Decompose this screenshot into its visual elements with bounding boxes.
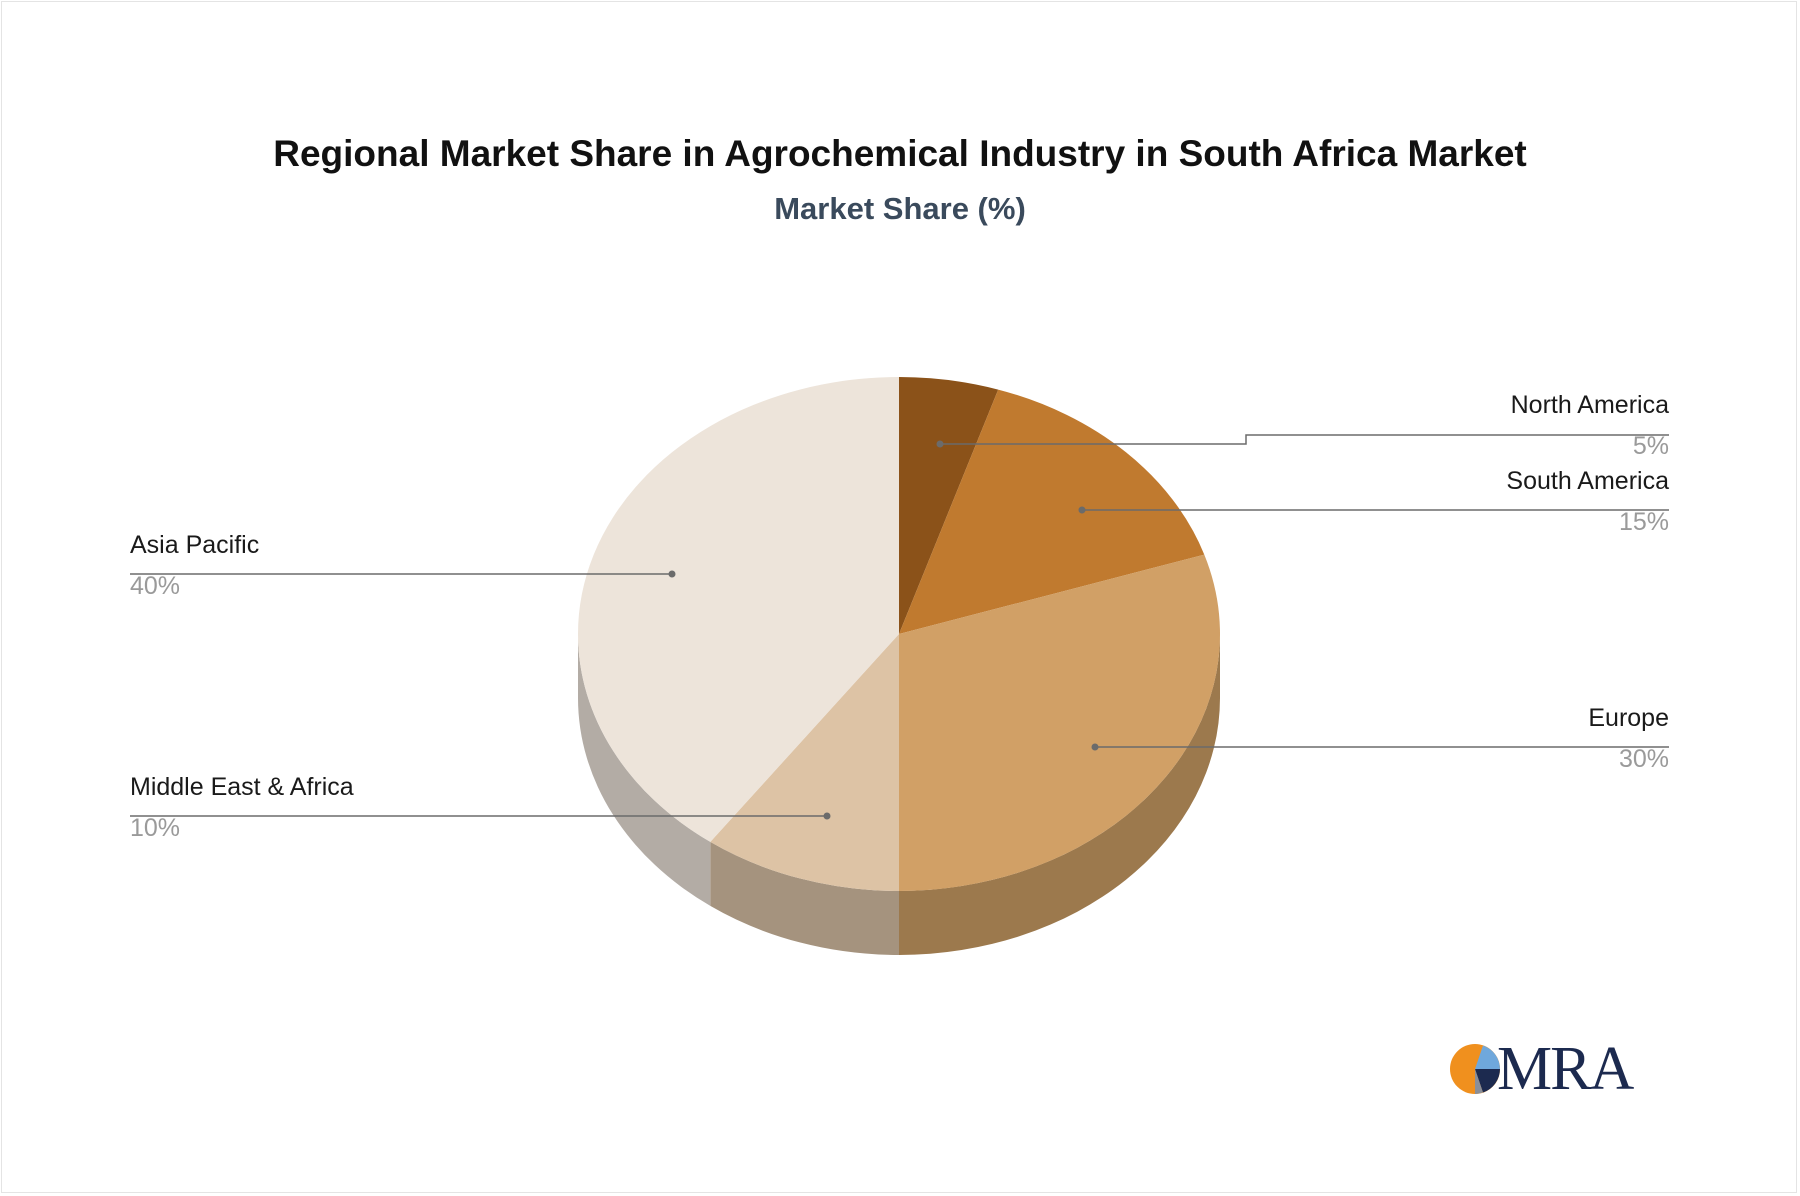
mra-logo: MRA — [1449, 1035, 1639, 1104]
leader-dot-south-america — [1078, 506, 1086, 514]
slice-label-north-america: North America — [1511, 391, 1669, 419]
pie-tops — [578, 377, 1220, 891]
slice-value-south-america: 15% — [1619, 508, 1669, 536]
slice-value-north-america: 5% — [1633, 432, 1669, 460]
slice-label-south-america: South America — [1506, 467, 1669, 495]
chart-title: Regional Market Share in Agrochemical In… — [273, 133, 1527, 174]
pie-side-asia-pacific — [578, 634, 711, 906]
mra-logo-icon — [1450, 1044, 1500, 1094]
pie-slice-asia-pacific[interactable] — [578, 377, 899, 842]
pie-slice-south-america[interactable] — [899, 389, 1205, 634]
mra-logo-text: MRA — [1497, 1035, 1634, 1103]
leader-dot-asia-pacific — [668, 570, 676, 578]
pie-side-middle-east-africa — [710, 841, 899, 955]
pie-sides — [578, 634, 1220, 955]
leader-line-north-america — [940, 434, 1669, 445]
pie-slice-europe[interactable] — [899, 554, 1220, 891]
pie-slice-middle-east-africa[interactable] — [710, 634, 899, 891]
slice-value-europe: 30% — [1619, 745, 1669, 773]
leader-dot-north-america — [936, 440, 944, 448]
pie-slice-north-america[interactable] — [899, 377, 999, 634]
pie-labels: North America 5% South America 15% Europe 30%… — [130, 391, 1669, 842]
leader-dot-middle-east-africa — [823, 812, 831, 820]
pie-leaders — [130, 434, 1669, 820]
slice-value-middle-east-africa: 10% — [130, 814, 180, 842]
chart-subtitle: Market Share (%) — [774, 191, 1026, 226]
slice-label-middle-east-africa: Middle East & Africa — [130, 773, 354, 801]
pie-side-europe — [899, 634, 1220, 955]
slice-value-asia-pacific: 40% — [130, 572, 180, 600]
slice-label-asia-pacific: Asia Pacific — [130, 531, 259, 559]
leader-dot-europe — [1091, 743, 1099, 751]
slice-label-europe: Europe — [1588, 704, 1669, 732]
